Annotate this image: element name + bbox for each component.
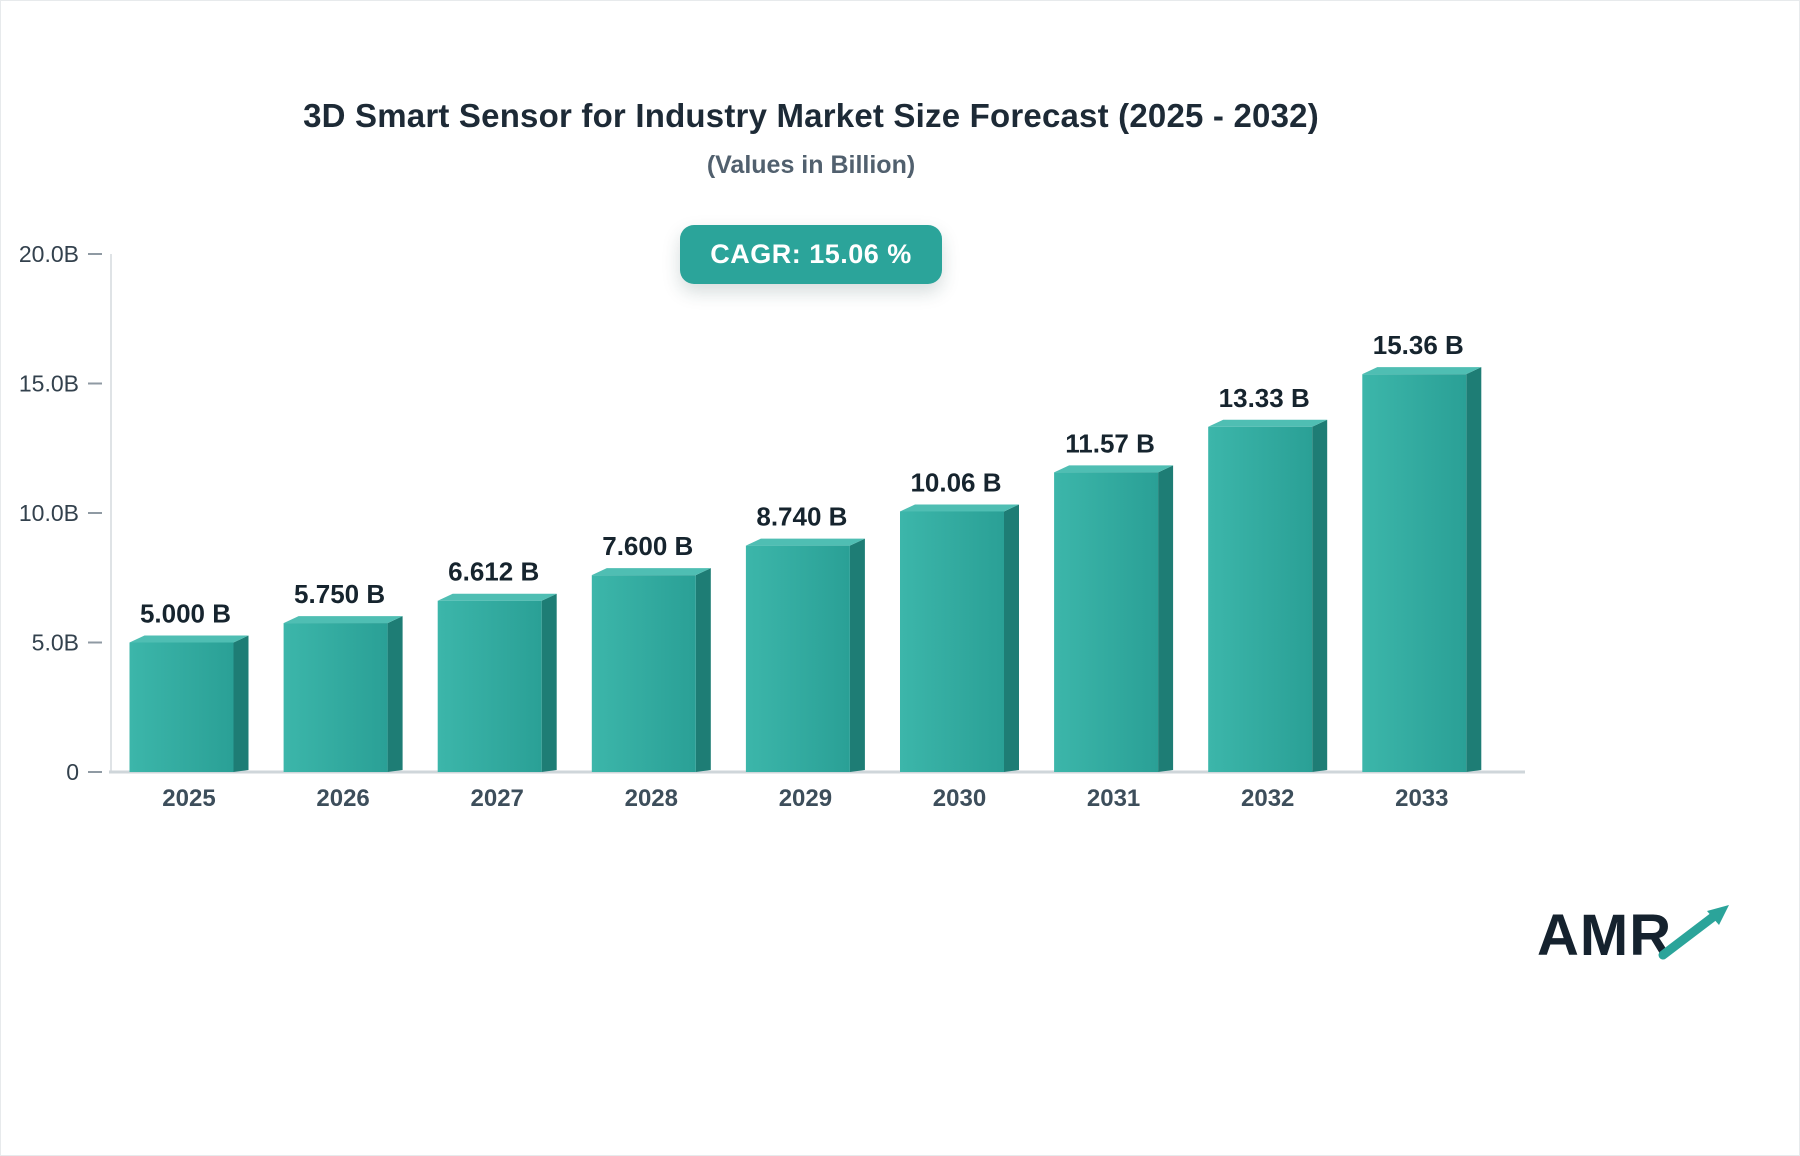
bar-value-label: 13.33 B	[1219, 383, 1310, 413]
bar-top-face	[437, 593, 557, 601]
bar-value-label: 11.57 B	[1065, 428, 1155, 458]
bar-side-face	[1158, 465, 1174, 772]
x-tick-label: 2026	[316, 785, 369, 812]
bar-value-label: 7.600 B	[602, 531, 693, 561]
x-tick-label: 2025	[162, 785, 215, 812]
bar-top-face	[591, 568, 711, 576]
y-tick-label: 15.0B	[19, 371, 79, 397]
y-tick-label: 5.0B	[32, 630, 79, 656]
bar-chart-svg: 0 5.0B 10.0B 15.0B 20.0B 5.000 B 2025 5.750 B 20…	[19, 241, 1525, 812]
bar-top-face	[129, 635, 249, 643]
bar-value-label: 6.612 B	[448, 557, 539, 587]
bar	[591, 575, 696, 772]
bar-top-face	[1362, 367, 1482, 375]
chart-subtitle: (Values in Billion)	[706, 151, 916, 179]
cagr-badge: CAGR: 15.06 %	[680, 225, 942, 284]
bar-side-face	[1466, 367, 1482, 772]
bar	[129, 642, 234, 772]
bar	[1362, 374, 1467, 772]
bar-top-face	[900, 504, 1019, 512]
x-tick-label: 2031	[1087, 785, 1140, 812]
y-tick-label: 0	[66, 759, 79, 785]
bar-value-label: 5.000 B	[140, 599, 231, 629]
amr-logo-arrow-shaft	[1658, 912, 1718, 960]
bar	[283, 623, 388, 772]
x-tick-label: 2029	[779, 785, 832, 812]
bar	[437, 600, 542, 772]
bar-value-label: 10.06 B	[910, 467, 1001, 497]
bar-top-face	[1208, 419, 1328, 427]
bar-top-face	[745, 538, 865, 546]
amr-logo-arrow-head	[1707, 905, 1729, 925]
bar	[1208, 426, 1313, 772]
amr-logo: AMR	[1537, 903, 1729, 968]
amr-logo-text: AMR	[1537, 903, 1672, 968]
x-tick-label: 2033	[1395, 785, 1448, 812]
cagr-badge-row: CAGR: 15.06 %	[1, 225, 1621, 284]
bar-top-face	[283, 616, 403, 624]
bar-side-face	[541, 593, 557, 772]
bar-side-face	[387, 616, 403, 772]
bar-top-face	[1054, 465, 1174, 473]
bar-value-label: 8.740 B	[756, 502, 847, 532]
x-tick-label: 2027	[471, 785, 524, 812]
bar-side-face	[233, 635, 249, 772]
bar-side-face	[695, 568, 711, 772]
y-tick-label: 10.0B	[19, 500, 79, 526]
bar-side-face	[1312, 419, 1328, 772]
chart-title: 3D Smart Sensor for Industry Market Size…	[303, 97, 1319, 134]
bar-value-label: 5.750 B	[294, 579, 385, 609]
bar	[745, 545, 850, 772]
x-tick-label: 2030	[933, 785, 986, 812]
x-tick-label: 2028	[625, 785, 678, 812]
bar	[900, 511, 1004, 772]
bar-side-face	[1004, 504, 1019, 772]
x-tick-label: 2032	[1241, 785, 1294, 812]
y-tick-label: 20.0B	[19, 241, 79, 267]
chart-header: 3D Smart Sensor for Industry Market Size…	[1, 97, 1621, 180]
bar-side-face	[849, 538, 865, 772]
bar	[1054, 472, 1159, 772]
bar-value-label: 15.36 B	[1373, 330, 1464, 360]
